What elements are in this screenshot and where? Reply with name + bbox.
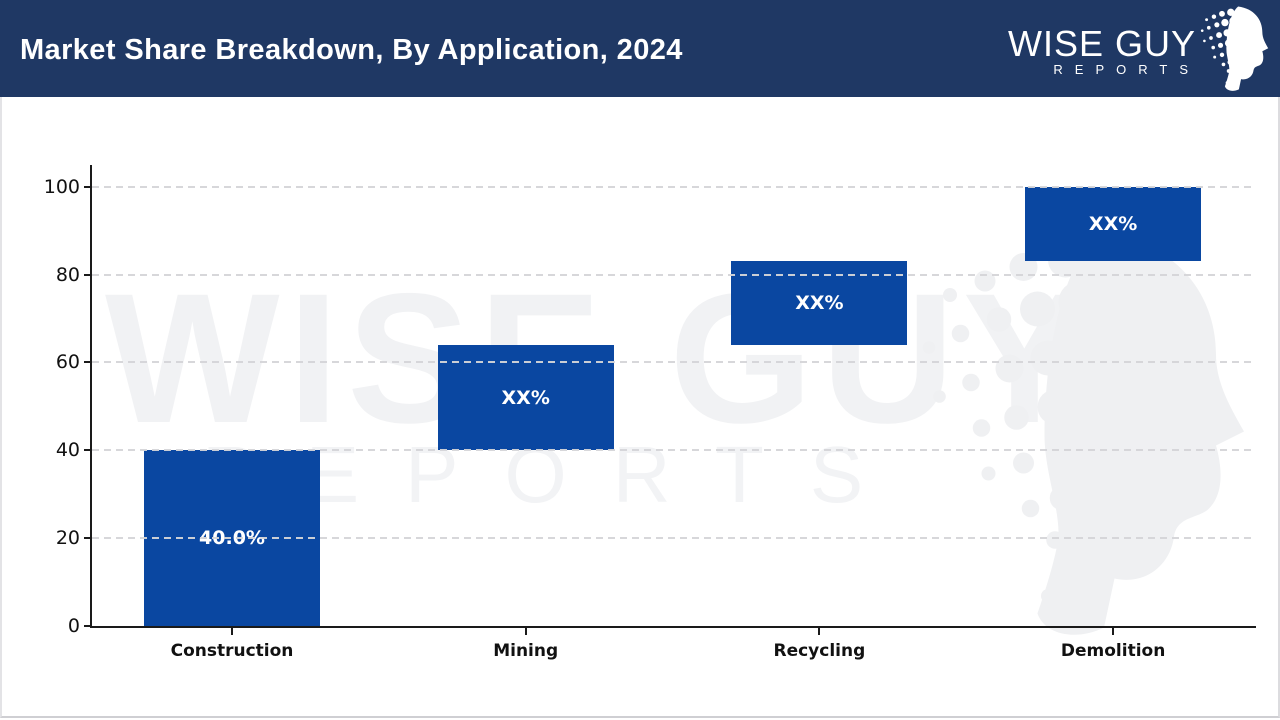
x-tick-mark-construction bbox=[231, 628, 233, 635]
category-label-construction: Construction bbox=[170, 641, 294, 661]
wiseguy-head-icon bbox=[1200, 6, 1269, 91]
y-tick-label-80: 80 bbox=[55, 263, 80, 286]
x-axis-line bbox=[90, 626, 1256, 628]
y-tick-label-100: 100 bbox=[43, 175, 80, 198]
x-tick-mark-recycling bbox=[818, 628, 821, 635]
bar-value-label-demolition: XX% bbox=[1088, 213, 1138, 236]
header-bar: Market Share Breakdown, By Application, … bbox=[0, 0, 1280, 97]
bar-demolition: XX% bbox=[1025, 186, 1202, 262]
labels-layer: 0 20 40 60 80 100 Construction Mining Recycling D… bbox=[2, 97, 1278, 716]
y-tick-label-60: 60 bbox=[55, 351, 80, 374]
category-label-mining: Mining bbox=[493, 641, 559, 661]
wiseguy-logo: WISE GUY REPORTS bbox=[1008, 0, 1274, 97]
axis-layer bbox=[2, 97, 1278, 716]
x-tick-mark-demolition bbox=[1112, 628, 1115, 635]
y-axis-line bbox=[90, 165, 92, 628]
x-tick-mark-mining bbox=[524, 628, 527, 635]
logo-wordmark: WISE GUY bbox=[1007, 23, 1196, 64]
y-tick-label-40: 40 bbox=[55, 439, 80, 462]
chart-area: WISE GUY REPORTS 40.0% XX% XX% XX% 0 20 40 60 8… bbox=[0, 97, 1280, 718]
logo-subtext: REPORTS bbox=[1053, 62, 1200, 77]
y-tick-label-20: 20 bbox=[55, 527, 80, 550]
page-title: Market Share Breakdown, By Application, … bbox=[20, 34, 683, 66]
category-label-recycling: Recycling bbox=[773, 641, 866, 661]
bar-value-label-recycling: XX% bbox=[795, 292, 844, 315]
category-label-demolition: Demolition bbox=[1060, 641, 1166, 661]
bar-value-label-mining: XX% bbox=[501, 386, 550, 409]
y-tick-label-0: 0 bbox=[67, 615, 80, 637]
